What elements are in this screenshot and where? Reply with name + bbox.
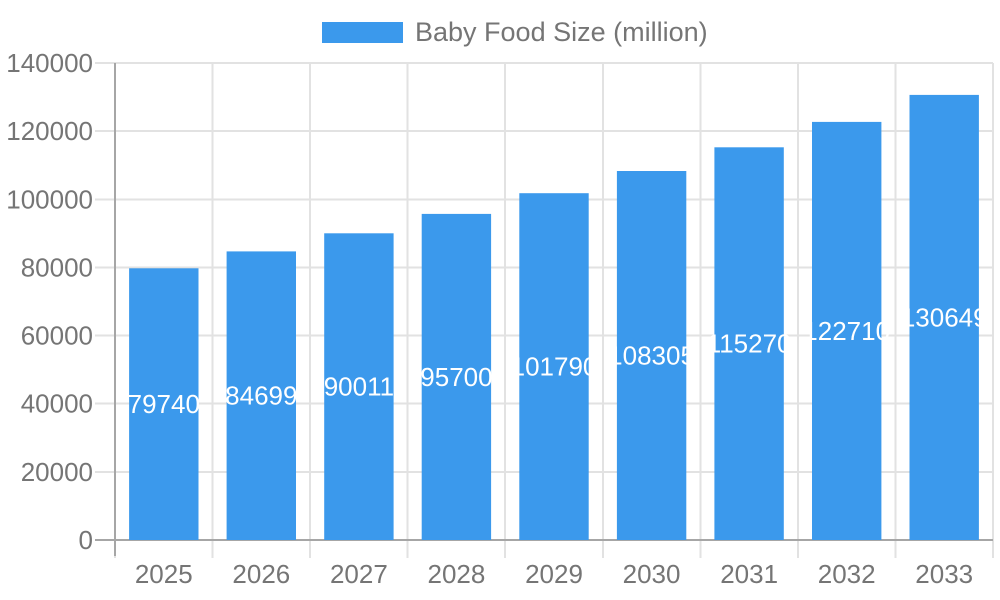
bar[interactable] <box>519 193 589 540</box>
bar-value-label: 108305 <box>608 340 695 370</box>
bar[interactable] <box>909 94 979 541</box>
bar[interactable] <box>616 171 687 540</box>
bar-value-label: 79740 <box>128 389 200 419</box>
bar[interactable] <box>812 121 882 541</box>
bar-value-label: 95700 <box>420 362 492 392</box>
bar-value-label: 84699 <box>225 381 297 411</box>
bar[interactable] <box>129 268 199 540</box>
y-axis-tick-label: 120000 <box>6 116 93 146</box>
x-axis-tick-label: 2032 <box>818 559 876 589</box>
bar-value-label: 101790 <box>511 352 598 382</box>
x-axis-tick-label: 2027 <box>330 559 388 589</box>
x-axis-tick-label: 2031 <box>720 559 778 589</box>
bar[interactable] <box>421 213 492 540</box>
x-axis-tick-label: 2028 <box>428 559 486 589</box>
bar-value-label: 115270 <box>707 329 792 359</box>
x-axis-tick-label: 2029 <box>525 559 583 589</box>
y-axis-tick-label: 60000 <box>21 321 93 351</box>
x-axis-tick-label: 2025 <box>135 559 193 589</box>
y-axis-tick-label: 40000 <box>21 389 93 419</box>
legend-item[interactable]: Baby Food Size (million) <box>322 19 708 46</box>
x-axis-tick-label: 2026 <box>232 559 290 589</box>
bar[interactable] <box>714 147 784 541</box>
legend-swatch <box>322 22 403 43</box>
legend-label: Baby Food Size (million) <box>415 17 708 47</box>
y-axis-tick-label: 80000 <box>21 252 93 282</box>
x-axis-tick-label: 2033 <box>915 559 973 589</box>
x-axis-tick-label: 2030 <box>623 559 681 589</box>
y-axis-tick-label: 100000 <box>6 184 93 214</box>
y-axis-tick-label: 140000 <box>6 48 93 78</box>
y-axis-tick-label: 20000 <box>21 457 93 487</box>
bar-value-label: 122710 <box>803 316 890 346</box>
bar-value-label: 130649 <box>901 302 988 332</box>
bar[interactable] <box>324 233 394 541</box>
bar-value-label: 90011 <box>324 372 394 402</box>
bar[interactable] <box>226 251 296 540</box>
y-axis-tick-label: 0 <box>79 525 93 555</box>
